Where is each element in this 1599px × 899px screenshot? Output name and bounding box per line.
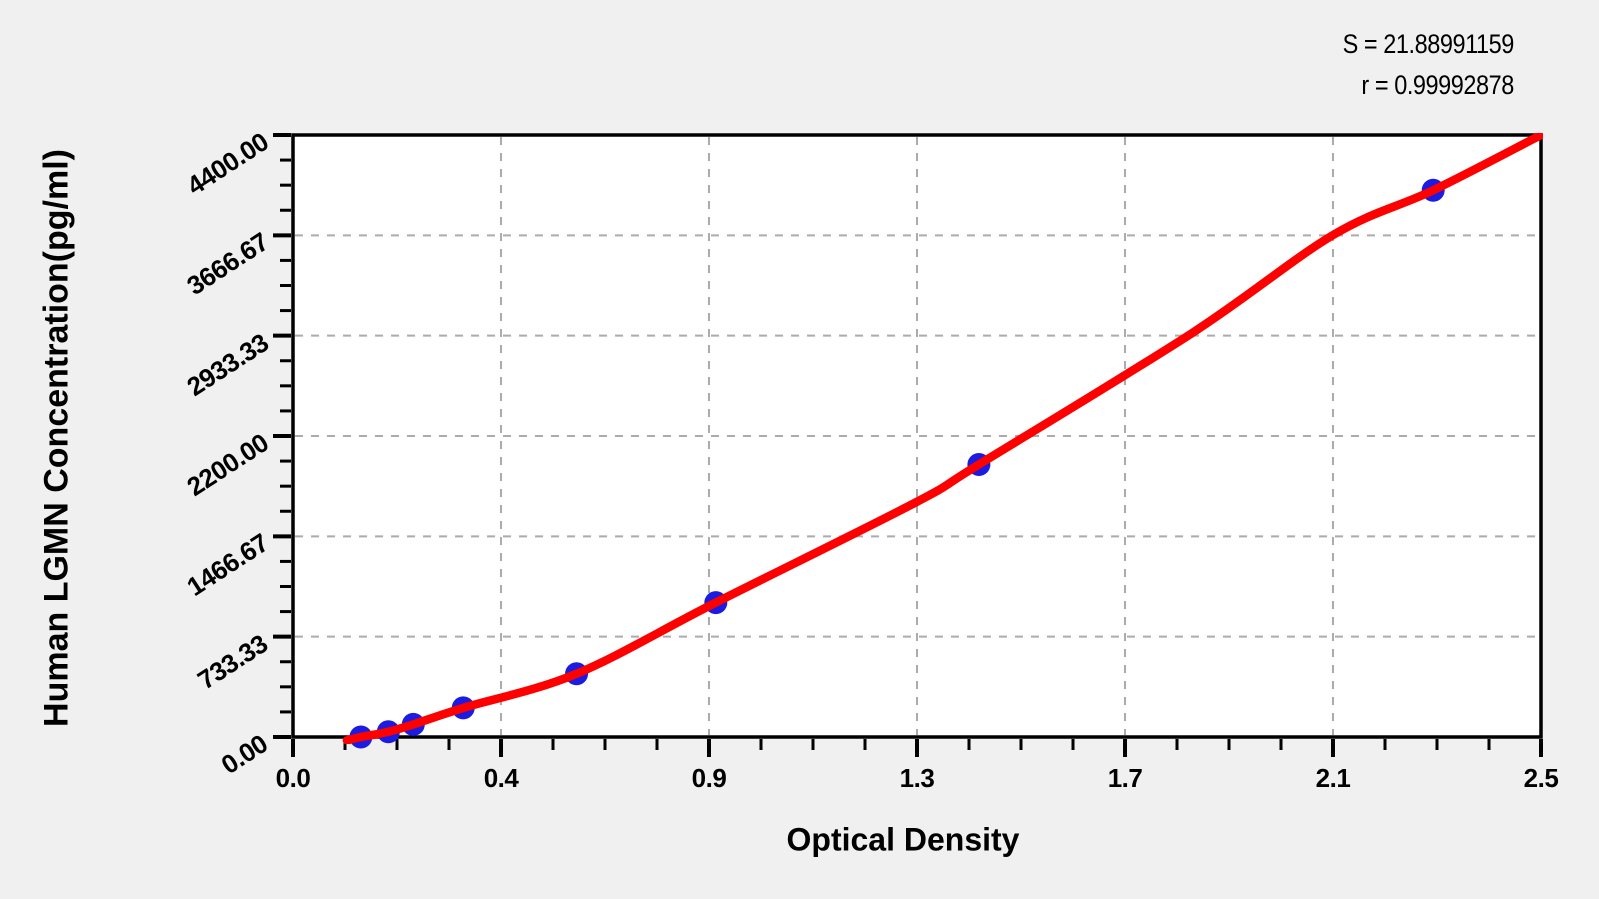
x-tick-label: 1.3 <box>899 763 935 793</box>
x-tick-label: 0.4 <box>483 763 519 793</box>
x-tick-label: 2.1 <box>1315 763 1351 793</box>
stat-r-value: r = 0.99992878 <box>1361 70 1514 100</box>
fit-statistics: S = 21.88991159 r = 0.99992878 <box>1342 24 1515 106</box>
x-tick-label: 0.9 <box>691 763 727 793</box>
x-tick-label: 0.0 <box>275 763 311 793</box>
x-tick-label: 2.5 <box>1523 763 1559 793</box>
x-axis-title: Optical Density <box>786 821 1020 858</box>
stat-s-value: S = 21.88991159 <box>1342 29 1515 59</box>
y-axis-title: Human LGMN Concentration(pg/ml) <box>37 149 76 727</box>
x-tick-label: 1.7 <box>1107 763 1143 793</box>
fit-curve <box>342 133 1543 744</box>
